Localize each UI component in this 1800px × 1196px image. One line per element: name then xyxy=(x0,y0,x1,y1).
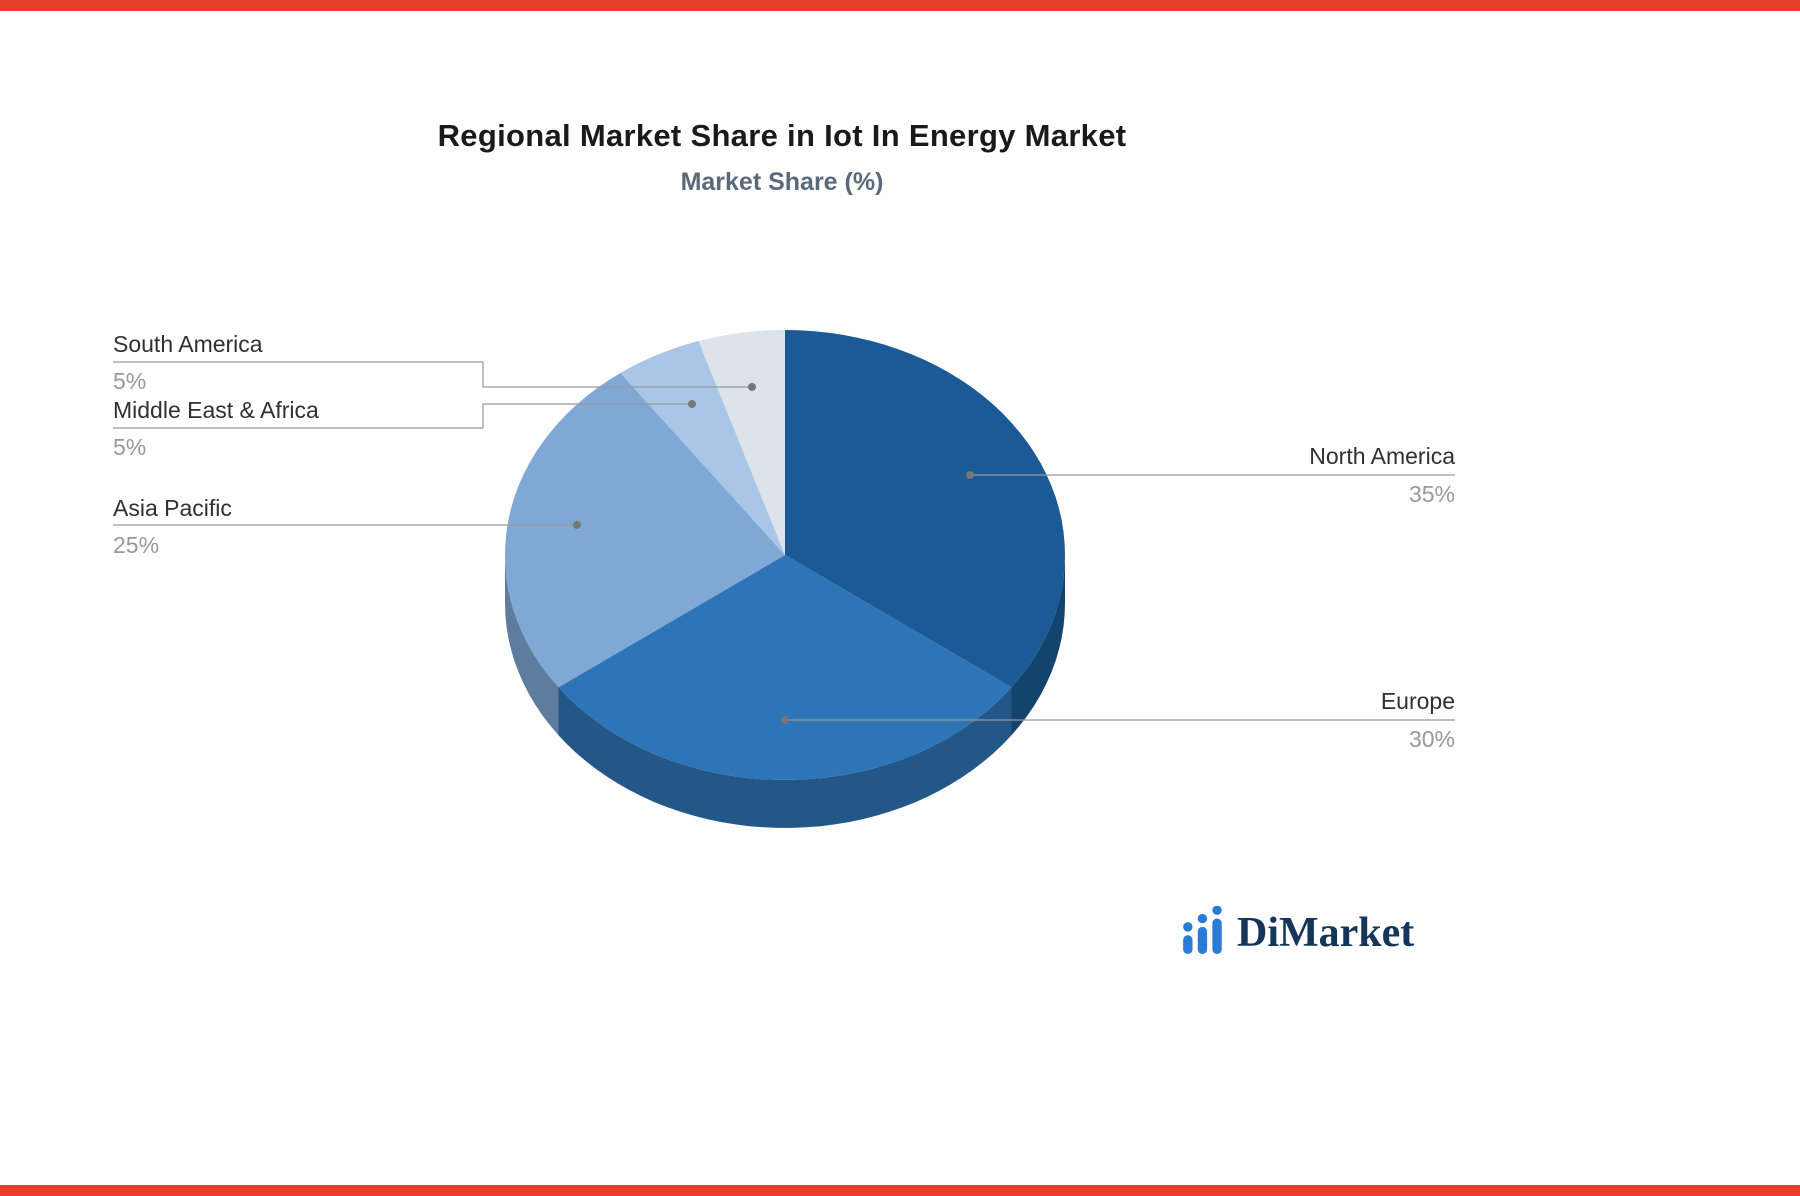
bar-chart-icon-shapes xyxy=(1183,906,1222,954)
connector-dot-south-america xyxy=(748,383,756,391)
connector-south-america xyxy=(113,361,752,388)
chart-subtitle: Market Share (%) xyxy=(680,168,884,196)
value-north-america: 35% xyxy=(1408,481,1455,507)
logo-text: DiMarket xyxy=(1237,910,1415,956)
chart-title: Regional Market Share in Iot In Energy M… xyxy=(437,118,1127,153)
bar-chart-icon xyxy=(1183,906,1222,954)
label-south-america: South America xyxy=(113,331,263,357)
pie-slice-middle-east-africa[interactable] xyxy=(620,341,785,555)
connector-dot-middle-east-africa xyxy=(688,400,696,408)
pie-slice-side-europe xyxy=(558,687,1012,828)
value-middle-east-africa: 5% xyxy=(113,434,147,460)
connector-dot-europe xyxy=(781,716,789,724)
pie-slice-side-north-america xyxy=(1011,555,1065,736)
value-europe: 30% xyxy=(1408,726,1455,752)
bottom-accent-bar xyxy=(0,1185,1800,1196)
pie-slice-south-america[interactable] xyxy=(698,330,786,555)
label-europe: Europe xyxy=(1380,688,1455,714)
label-middle-east-africa: Middle East & Africa xyxy=(113,397,319,423)
value-asia-pacific: 25% xyxy=(113,532,160,558)
pie-slice-side-asia-pacific xyxy=(505,555,559,736)
pie-slice-asia-pacific[interactable] xyxy=(505,373,785,688)
pie-slice-europe[interactable] xyxy=(558,555,1012,780)
label-asia-pacific: Asia Pacific xyxy=(113,495,232,521)
top-accent-bar xyxy=(0,0,1800,11)
connector-dot-north-america xyxy=(966,471,974,479)
connector-middle-east-africa xyxy=(113,403,692,429)
pie-slice-north-america[interactable] xyxy=(785,330,1065,688)
label-north-america: North America xyxy=(1309,443,1455,469)
value-south-america: 5% xyxy=(113,368,147,394)
dimarket-logo: DiMarket xyxy=(1183,906,1414,954)
connector-dot-asia-pacific xyxy=(573,521,581,529)
